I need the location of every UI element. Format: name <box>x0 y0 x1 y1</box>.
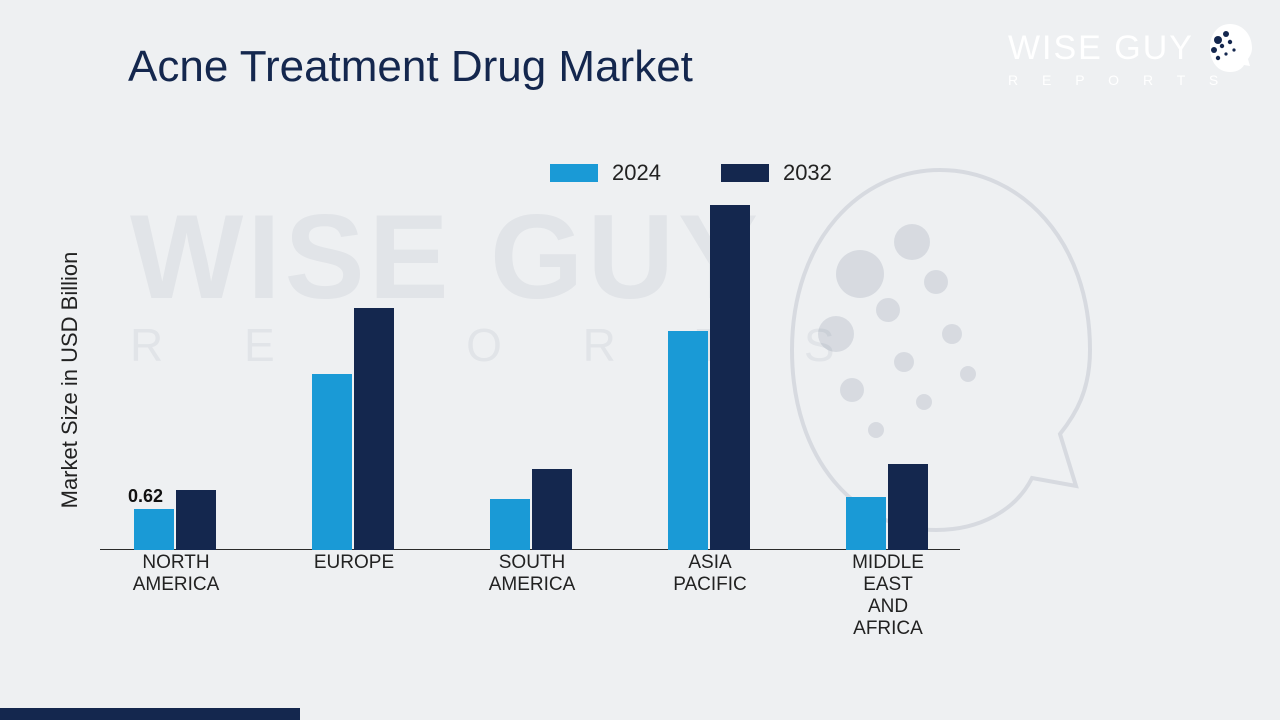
legend-swatch <box>721 164 769 182</box>
y-axis-label: Market Size in USD Billion <box>57 252 83 509</box>
chart-legend: 2024 2032 <box>550 160 832 186</box>
chart-plot: 0.62 <box>100 190 960 550</box>
bar-2032 <box>532 469 572 550</box>
category-label: EUROPE <box>284 552 424 574</box>
category-label: NORTHAMERICA <box>106 552 246 596</box>
chart-baseline <box>100 549 960 550</box>
brand-name: WISE GUY <box>1008 22 1256 74</box>
bar-2032 <box>888 464 928 550</box>
category-label: SOUTHAMERICA <box>462 552 602 596</box>
bar-value-label: 0.62 <box>128 486 163 507</box>
bar-2024 <box>134 509 174 550</box>
bottom-accent-bar <box>0 708 300 720</box>
bar-2032 <box>176 490 216 550</box>
legend-item: 2032 <box>721 160 832 186</box>
right-brand-band <box>970 0 1280 720</box>
category-label: MIDDLEEASTANDAFRICA <box>818 552 958 639</box>
bar-2024 <box>846 497 886 550</box>
bar-2024 <box>490 499 530 550</box>
legend-label: 2032 <box>783 160 832 186</box>
bar-2024 <box>312 374 352 550</box>
brand-sub: R E P O R T S <box>1008 72 1256 88</box>
bar-2032 <box>710 205 750 550</box>
brand-text: WISE GUY <box>1008 29 1194 68</box>
legend-label: 2024 <box>612 160 661 186</box>
bar-2024 <box>668 331 708 550</box>
stage: Acne Treatment Drug Market WISE GUY R E … <box>0 0 1280 720</box>
head-icon <box>1200 22 1256 74</box>
category-label: ASIAPACIFIC <box>640 552 780 596</box>
legend-swatch <box>550 164 598 182</box>
page-title: Acne Treatment Drug Market <box>128 42 693 92</box>
bar-2032 <box>354 308 394 550</box>
brand-logo: WISE GUY R E P O R T S <box>1008 22 1256 88</box>
legend-item: 2024 <box>550 160 661 186</box>
